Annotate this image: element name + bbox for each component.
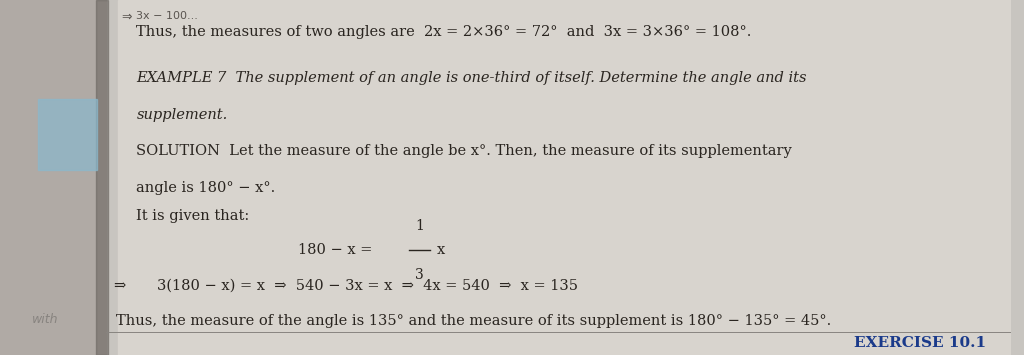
Text: angle is 180° − x°.: angle is 180° − x°.	[136, 181, 275, 195]
Bar	[0, 0, 106, 355]
Bar	[96, 0, 109, 355]
Text: 3x − 100...: 3x − 100...	[136, 11, 199, 21]
Text: It is given that:: It is given that:	[136, 209, 250, 223]
Text: ⇒: ⇒	[114, 279, 125, 293]
Text: Thus, the measure of the angle is 135° and the measure of its supplement is 180°: Thus, the measure of the angle is 135° a…	[117, 314, 831, 328]
Text: 1: 1	[415, 219, 424, 233]
Text: ⇒: ⇒	[121, 11, 132, 24]
Text: SOLUTION  Let the measure of the angle be x°. Then, the measure of its supplemen: SOLUTION Let the measure of the angle be…	[136, 144, 793, 158]
Bar	[39, 99, 97, 170]
Text: EXERCISE 10.1: EXERCISE 10.1	[854, 336, 986, 350]
Text: 3: 3	[415, 268, 424, 282]
Text: Thus, the measures of two angles are  2x = 2×36° = 72°  and  3x = 3×36° = 108°.: Thus, the measures of two angles are 2x …	[136, 25, 752, 39]
Text: 180 − x =: 180 − x =	[298, 243, 377, 257]
Text: 3(180 − x) = x  ⇒  540 − 3x = x  ⇒  4x = 540  ⇒  x = 135: 3(180 − x) = x ⇒ 540 − 3x = x ⇒ 4x = 540…	[157, 279, 578, 293]
Text: with: with	[32, 313, 58, 326]
Text: supplement.: supplement.	[136, 108, 227, 122]
Text: x: x	[437, 243, 445, 257]
Text: EXAMPLE 7  The supplement of an angle is one-third of itself. Determine the angl: EXAMPLE 7 The supplement of an angle is …	[136, 71, 807, 85]
